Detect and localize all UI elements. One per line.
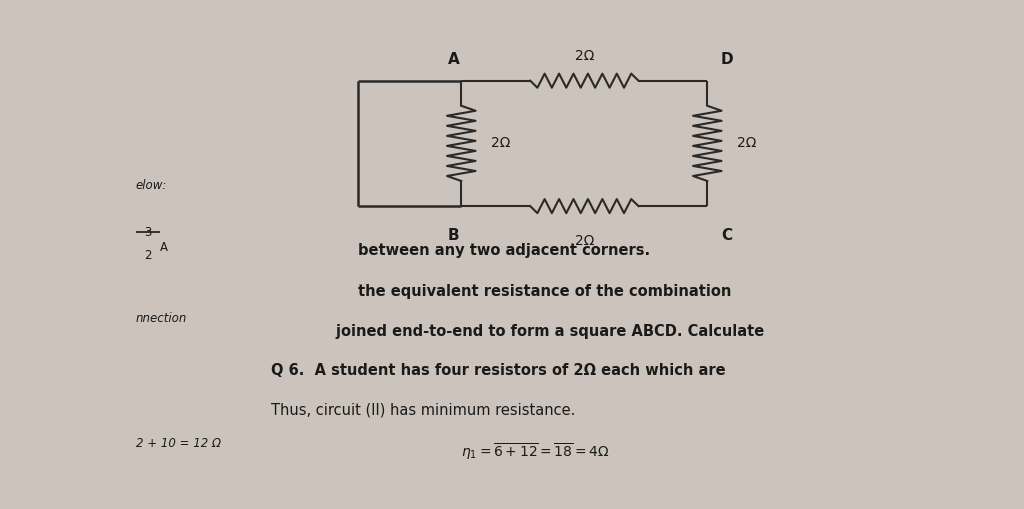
Text: Thus, circuit (II) has minimum resistance.: Thus, circuit (II) has minimum resistanc… <box>270 402 575 417</box>
Text: A: A <box>447 52 459 67</box>
Text: elow:: elow: <box>136 179 167 192</box>
Text: C: C <box>722 228 733 243</box>
Text: A: A <box>160 241 168 254</box>
Text: 2: 2 <box>143 249 152 262</box>
Text: the equivalent resistance of the combination: the equivalent resistance of the combina… <box>358 285 731 299</box>
Text: 2 + 10 = 12 Ω: 2 + 10 = 12 Ω <box>136 437 221 450</box>
Text: 2Ω: 2Ω <box>492 136 511 150</box>
Text: 3: 3 <box>143 225 152 239</box>
Text: 2Ω: 2Ω <box>574 234 594 247</box>
Text: 2Ω: 2Ω <box>737 136 757 150</box>
Text: joined end-to-end to form a square ABCD. Calculate: joined end-to-end to form a square ABCD.… <box>295 324 764 338</box>
Text: $\eta_1 = \overline{6+12} = \overline{18} = 4\Omega$: $\eta_1 = \overline{6+12} = \overline{18… <box>461 441 610 462</box>
Text: D: D <box>721 52 733 67</box>
Text: between any two adjacent corners.: between any two adjacent corners. <box>358 243 650 259</box>
Text: nnection: nnection <box>136 312 187 325</box>
Text: Q 6.  A student has four resistors of 2Ω each which are: Q 6. A student has four resistors of 2Ω … <box>270 363 725 378</box>
Text: 2Ω: 2Ω <box>574 49 594 63</box>
Text: B: B <box>447 228 459 243</box>
